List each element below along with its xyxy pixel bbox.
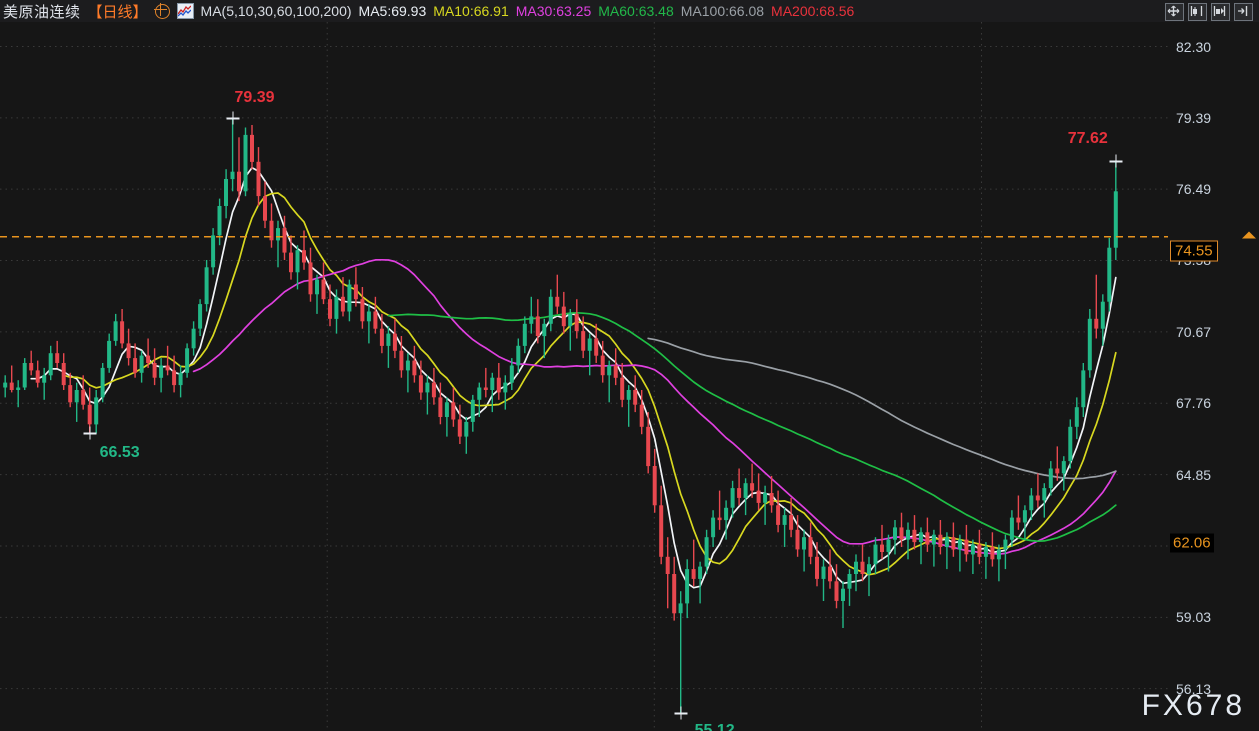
price-axis[interactable]: 82.3079.3976.4973.5870.6767.7664.8561.94… xyxy=(1168,22,1259,731)
price-axis-tick: 64.85 xyxy=(1176,466,1212,483)
ma-config-label: MA(5,10,30,60,100,200) xyxy=(200,3,352,19)
low-label-66-53: 66.53 xyxy=(99,444,140,462)
ma60-value: MA60:63.48 xyxy=(598,3,674,19)
annotation-crosshair-marker xyxy=(226,111,240,125)
annotation-crosshair-marker xyxy=(1109,154,1123,168)
high-label-79-39: 79.39 xyxy=(234,88,275,106)
price-axis-tick: 59.03 xyxy=(1176,609,1212,626)
ma100-value: MA100:66.08 xyxy=(680,3,765,19)
ma5-value: MA5:69.93 xyxy=(358,3,427,19)
chart-header-bar: 美原油连续 【日线】 MA(5,10,30,60,100,200) MA5:69… xyxy=(0,0,1259,22)
price-axis-tick: 82.30 xyxy=(1176,38,1212,55)
symbol-period: 【日线】 xyxy=(87,3,148,21)
crosshair-move-icon[interactable] xyxy=(1165,3,1184,21)
ma10-value: MA10:66.91 xyxy=(433,3,509,19)
low-label-55-12: 55.12 xyxy=(694,722,735,731)
price-axis-tick: 70.67 xyxy=(1176,323,1212,340)
last-price-badge: 62.06 xyxy=(1170,533,1214,553)
mini-chart-icon[interactable] xyxy=(176,3,194,19)
ma200-value: MA200:68.56 xyxy=(771,3,855,19)
price-axis-tick: 76.49 xyxy=(1176,181,1212,198)
annotation-crosshair-marker xyxy=(674,706,688,720)
chart-toolbar xyxy=(1165,3,1253,21)
jump-to-latest-icon[interactable] xyxy=(1234,3,1253,21)
price-axis-tick: 56.13 xyxy=(1176,680,1212,697)
ma30-value: MA30:63.25 xyxy=(515,3,592,19)
high-label-77-62: 77.62 xyxy=(1067,130,1108,148)
price-axis-tick: 67.76 xyxy=(1176,395,1212,412)
annotation-crosshair-marker xyxy=(83,426,97,440)
align-right-icon[interactable] xyxy=(1211,3,1230,21)
price-chart-plot[interactable]: 79.39 77.62 66.53 55.12 xyxy=(0,22,1168,731)
reference-price-badge[interactable]: 74.55 xyxy=(1170,240,1218,262)
candlestick-svg xyxy=(0,22,1168,731)
align-left-icon[interactable] xyxy=(1188,3,1207,21)
price-marker-triangle-icon[interactable] xyxy=(1242,231,1256,239)
price-axis-tick: 79.39 xyxy=(1176,109,1212,126)
symbol-name: 美原油连续 xyxy=(3,3,81,21)
watermark-label: FX678 xyxy=(1141,689,1245,722)
crosshair-globe-icon[interactable] xyxy=(154,3,170,19)
